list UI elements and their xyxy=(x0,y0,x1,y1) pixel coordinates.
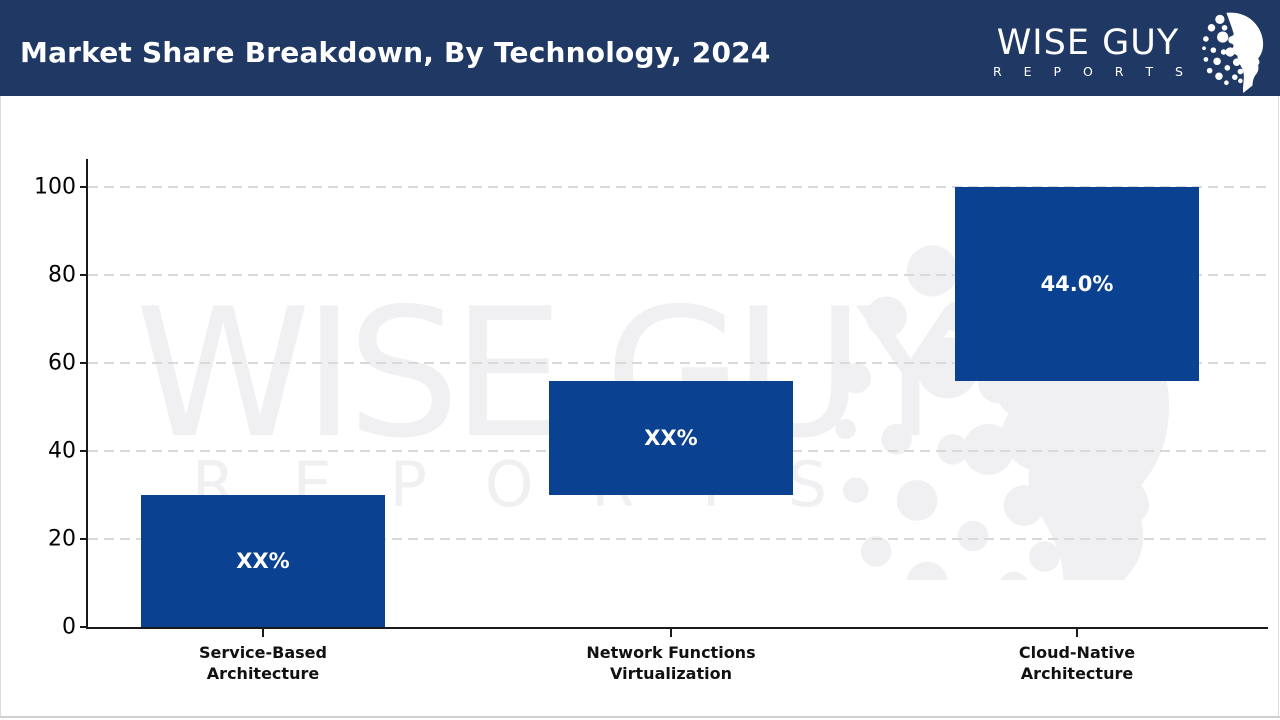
category-label-network-functions-virtualization: Network Functions Virtualization xyxy=(511,642,831,684)
y-axis-line xyxy=(86,159,88,629)
bar-value-label-cloud-native-architecture: 44.0% xyxy=(1040,272,1114,297)
x-tick-cloud-native-architecture xyxy=(1076,629,1078,637)
y-tick-40 xyxy=(80,450,88,453)
page-edge-right xyxy=(1278,96,1279,718)
y-tick-label-80: 80 xyxy=(48,262,76,288)
category-label-service-based-architecture: Service-Based Architecture xyxy=(103,642,423,684)
header-bar: Market Share Breakdown, By Technology, 2… xyxy=(0,0,1280,96)
category-label-line: Cloud-Native xyxy=(1018,643,1136,662)
brand-logo: WISE GUY R E P O R T S xyxy=(984,11,1266,93)
gridline-60 xyxy=(88,362,1268,365)
y-tick-60 xyxy=(80,362,88,365)
brand-name: WISE GUY xyxy=(996,22,1180,63)
gridline-100 xyxy=(88,186,1268,189)
category-label-line: Architecture xyxy=(1020,664,1134,683)
category-label-line: Architecture xyxy=(206,664,320,683)
brand-tagline: R E P O R T S xyxy=(992,63,1192,79)
x-axis-line xyxy=(86,627,1268,629)
y-tick-label-20: 20 xyxy=(48,526,76,552)
category-label-line: Network Functions xyxy=(586,643,756,662)
y-tick-20 xyxy=(80,538,88,541)
gridline-80 xyxy=(88,274,1268,277)
bar-value-label-network-functions-virtualization: XX% xyxy=(644,425,698,450)
y-tick-0 xyxy=(80,626,88,628)
y-tick-label-60: 60 xyxy=(48,350,76,376)
brand-head-icon xyxy=(1198,11,1266,93)
gridline-20 xyxy=(88,538,1268,541)
page-title: Market Share Breakdown, By Technology, 2… xyxy=(20,35,771,69)
bar-network-functions-virtualization: XX% xyxy=(549,380,793,496)
y-tick-80 xyxy=(80,274,88,277)
page-edge-left xyxy=(0,96,1,718)
y-tick-label-100: 100 xyxy=(34,174,76,200)
bar-value-label-service-based-architecture: XX% xyxy=(236,549,290,574)
bar-service-based-architecture: XX% xyxy=(141,495,385,627)
category-label-cloud-native-architecture: Cloud-Native Architecture xyxy=(917,642,1237,684)
bar-cloud-native-architecture: 44.0% xyxy=(955,187,1199,381)
page-edge-bottom xyxy=(0,716,1280,718)
x-tick-service-based-architecture xyxy=(262,629,264,637)
brand-logo-text: WISE GUY R E P O R T S xyxy=(984,22,1192,79)
y-tick-100 xyxy=(80,186,88,189)
y-tick-label-40: 40 xyxy=(48,438,76,464)
y-tick-label-0: 0 xyxy=(62,614,76,640)
category-label-line: Virtualization xyxy=(610,664,732,683)
category-label-line: Service-Based xyxy=(199,643,327,662)
waterfall-chart: 0 20 40 60 80 100 XX% Service-Based Architecture… xyxy=(0,96,1280,720)
x-tick-network-functions-virtualization xyxy=(670,629,672,637)
